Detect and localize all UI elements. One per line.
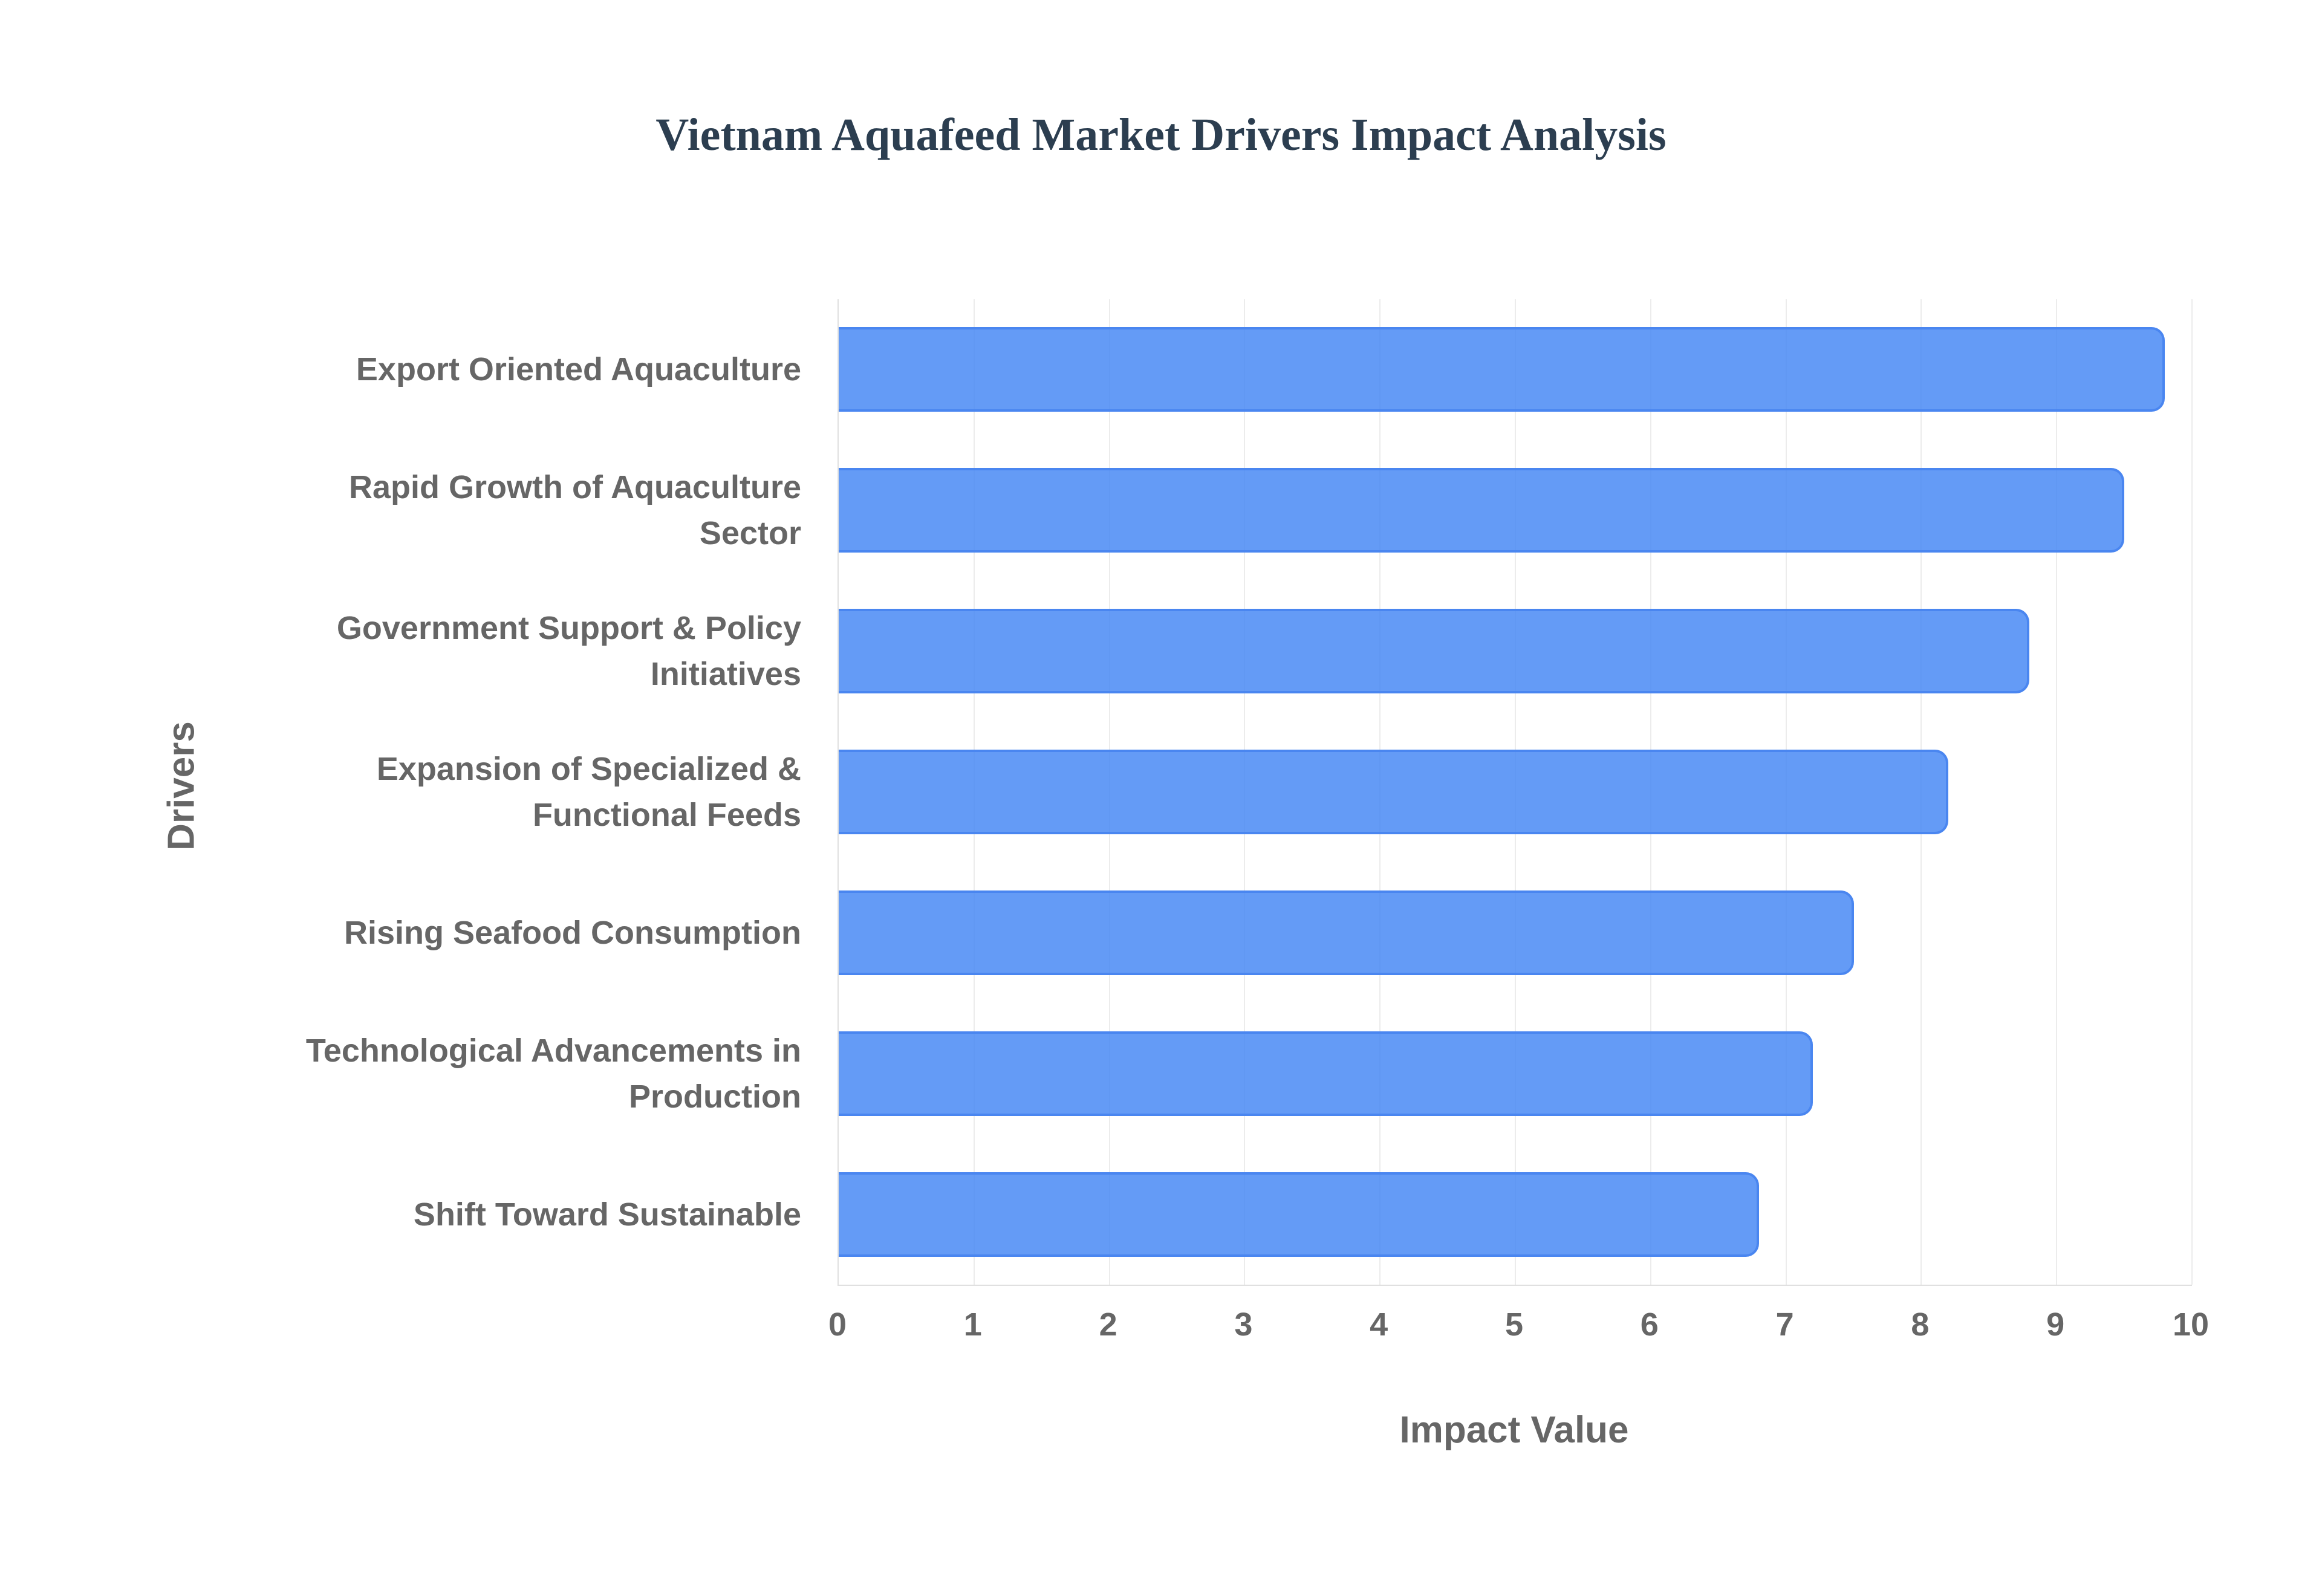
x-tick-label: 0 — [828, 1306, 847, 1343]
y-tick-label: Technological Advancements in Production — [305, 1032, 801, 1115]
bar[interactable] — [839, 1172, 1759, 1257]
y-tick-label: Rising Seafood Consumption — [344, 914, 801, 951]
x-tick-label: 10 — [2172, 1306, 2210, 1343]
x-tick-label: 8 — [1911, 1306, 1930, 1343]
x-tick-label: 5 — [1504, 1306, 1524, 1343]
y-tick-label: Shift Toward Sustainable — [413, 1196, 801, 1233]
gridline — [2191, 299, 2193, 1285]
gridline — [2056, 299, 2058, 1285]
y-tick-label: Rapid Growth of Aquaculture Sector — [349, 469, 801, 552]
bar[interactable] — [839, 609, 2030, 694]
x-tick-label: 7 — [1775, 1306, 1794, 1343]
x-axis-title: Impact Value — [1399, 1409, 1629, 1451]
x-tick-label: 4 — [1370, 1306, 1388, 1343]
bar[interactable] — [839, 890, 1854, 975]
bar[interactable] — [839, 327, 2165, 412]
x-tick-label: 1 — [963, 1306, 982, 1343]
x-tick-label: 9 — [2046, 1306, 2065, 1343]
plot-area — [837, 299, 2193, 1286]
chart-title: Vietnam Aquafeed Market Drivers Impact A… — [655, 109, 1667, 160]
bar[interactable] — [839, 750, 1949, 834]
x-tick-label: 6 — [1640, 1306, 1659, 1343]
bar[interactable] — [839, 1031, 1813, 1116]
x-tick-label: 2 — [1099, 1306, 1117, 1343]
y-tick-label: Expansion of Specialized & Functional Fee… — [376, 751, 801, 833]
y-tick-label: Government Support & Policy Initiatives — [336, 610, 801, 693]
bar[interactable] — [839, 468, 2125, 553]
x-tick-label: 3 — [1234, 1306, 1253, 1343]
y-tick-label: Export Oriented Aquaculture — [356, 351, 801, 388]
